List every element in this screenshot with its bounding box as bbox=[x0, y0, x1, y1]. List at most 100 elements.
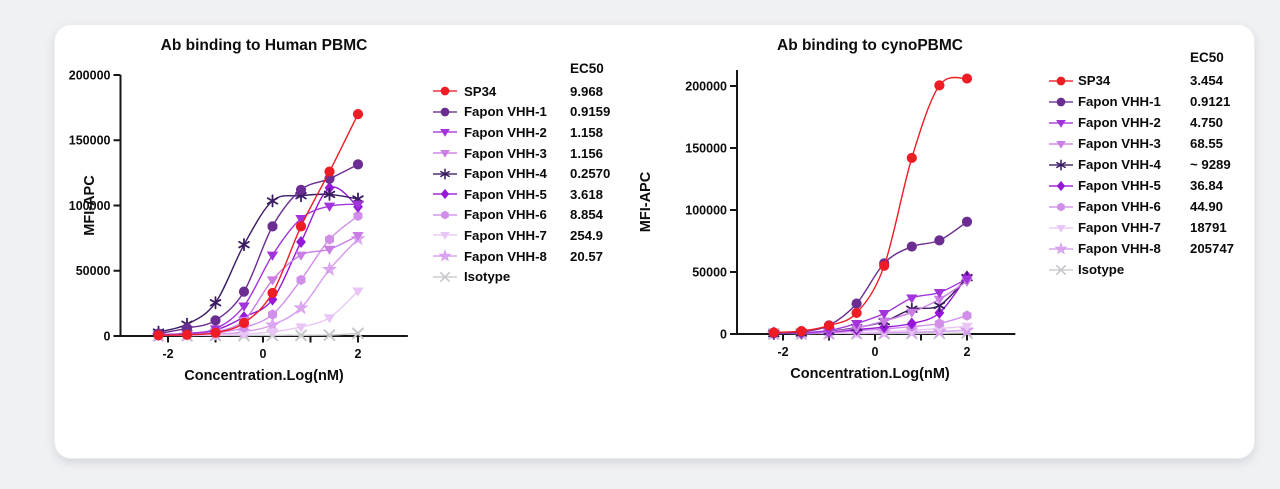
legend-item: Fapon VHH-8 20.57 bbox=[430, 246, 610, 267]
marker-star bbox=[265, 317, 280, 332]
y-tick-label: 200000 bbox=[69, 68, 111, 82]
legend-marker-diamond-icon bbox=[433, 189, 457, 200]
marker-circle bbox=[238, 317, 250, 329]
legend-item: Fapon VHH-1 0.9159 bbox=[430, 102, 610, 123]
marker-diamond bbox=[934, 306, 945, 319]
marker-circle bbox=[879, 260, 890, 271]
legend-ec50-header: EC50 bbox=[570, 61, 604, 76]
legend-ec50-value: 68.55 bbox=[1190, 136, 1224, 151]
legend-item: Fapon VHH-3 68.55 bbox=[1046, 133, 1234, 154]
legend-marker-hexagon-icon bbox=[1049, 202, 1073, 211]
marker-triangle-down bbox=[238, 302, 250, 312]
legend-series-name: Fapon VHH-1 bbox=[464, 104, 547, 120]
marker-circle bbox=[238, 286, 250, 297]
legend-marker-asterisk-icon bbox=[433, 168, 457, 180]
marker-diamond bbox=[440, 189, 450, 200]
legend-series-name: Fapon VHH-2 bbox=[464, 124, 547, 140]
marker-star bbox=[438, 249, 452, 262]
x-tick-label: -2 bbox=[162, 347, 173, 361]
marker-circle bbox=[440, 107, 450, 117]
marker-hexagon bbox=[325, 234, 334, 245]
chart-cyno-pbmc: Ab binding to cynoPBMC MFI-APC Concentrati… bbox=[630, 28, 1070, 405]
marker-circle bbox=[210, 315, 221, 326]
marker-triangle-down bbox=[238, 330, 250, 340]
legend-item: Fapon VHH-8 205747 bbox=[1046, 238, 1234, 259]
y-tick-label: 50000 bbox=[76, 264, 111, 278]
marker-triangle-down bbox=[323, 202, 336, 212]
legend-series-name: Isotype bbox=[464, 269, 511, 285]
marker-triangle-down bbox=[323, 314, 336, 324]
human-pbmc-legend: EC50 SP34 9.968 Fapon VHH-1 0.9159 Fapon VHH… bbox=[430, 59, 610, 287]
legend-item: Fapon VHH-7 254.9 bbox=[430, 225, 610, 246]
marker-triangle-down bbox=[440, 129, 450, 138]
marker-triangle-down bbox=[323, 245, 336, 255]
legend-series-name: SP34 bbox=[464, 83, 497, 99]
y-axis-label: MFI-APC bbox=[82, 175, 98, 236]
legend-marker-circle-icon bbox=[433, 107, 457, 117]
marker-circle bbox=[1056, 97, 1066, 106]
series-points-sp34 bbox=[768, 73, 973, 338]
legend-ec50-value: 8.854 bbox=[570, 207, 604, 223]
marker-triangle-down bbox=[266, 276, 279, 286]
marker-triangle-down bbox=[850, 319, 863, 330]
marker-circle bbox=[267, 287, 278, 299]
marker-star bbox=[293, 300, 309, 315]
y-tick-label: 150000 bbox=[69, 134, 111, 148]
legend-item: Fapon VHH-4 0.2570 bbox=[430, 163, 610, 184]
marker-star bbox=[322, 261, 337, 276]
legend-rows: SP34 9.968 Fapon VHH-1 0.9159 Fapon VHH-2 1.1… bbox=[430, 81, 610, 287]
legend-item: Fapon VHH-2 1.158 bbox=[430, 122, 610, 143]
marker-circle bbox=[267, 221, 278, 232]
marker-circle bbox=[295, 184, 307, 195]
y-tick-label: 50000 bbox=[692, 265, 727, 279]
marker-asterisk bbox=[440, 168, 450, 180]
marker-x bbox=[439, 271, 451, 282]
legend-ec50-value: 44.90 bbox=[1190, 199, 1224, 214]
series-points-fapon-vhh-6 bbox=[154, 210, 363, 341]
marker-triangle-down bbox=[1056, 140, 1066, 149]
marker-x bbox=[352, 327, 364, 340]
legend-ec50-value: ~ 9289 bbox=[1190, 157, 1231, 172]
x-tick-label: 2 bbox=[964, 345, 971, 359]
legend-item: Fapon VHH-2 4.750 bbox=[1046, 112, 1234, 133]
legend-series-name: Fapon VHH-7 bbox=[1078, 220, 1161, 235]
marker-triangle-down bbox=[295, 215, 307, 225]
legend-ec50-value: 1.156 bbox=[570, 145, 604, 161]
marker-circle bbox=[440, 86, 450, 96]
legend-marker-triangle-down-icon bbox=[1049, 140, 1073, 149]
marker-hexagon bbox=[934, 318, 944, 329]
marker-circle bbox=[906, 241, 917, 252]
legend-series-name: Fapon VHH-3 bbox=[1078, 136, 1161, 151]
marker-asterisk bbox=[209, 296, 222, 310]
legend-series-name: SP34 bbox=[1078, 73, 1111, 88]
marker-circle bbox=[961, 73, 973, 84]
legend-item: Fapon VHH-1 0.9121 bbox=[1046, 91, 1234, 112]
marker-circle bbox=[181, 329, 193, 340]
legend-item: SP34 9.968 bbox=[430, 81, 610, 102]
marker-star bbox=[1054, 241, 1068, 255]
marker-circle bbox=[851, 298, 862, 309]
y-tick-label: 150000 bbox=[685, 141, 727, 155]
marker-triangle-down bbox=[266, 328, 279, 338]
legend-item: Fapon VHH-6 8.854 bbox=[430, 205, 610, 226]
marker-circle bbox=[851, 307, 862, 319]
legend-series-name: Fapon VHH-6 bbox=[1078, 199, 1161, 214]
marker-triangle-down bbox=[440, 232, 450, 241]
marker-asterisk bbox=[266, 194, 279, 208]
legend-series-name: Fapon VHH-4 bbox=[1078, 157, 1161, 172]
legend-marker-triangle-down-icon bbox=[433, 150, 457, 158]
figure-card: Ab binding to Human PBMC MFI-APC Concentra… bbox=[55, 25, 1254, 458]
marker-circle bbox=[961, 216, 973, 227]
y-tick-label: 100000 bbox=[685, 203, 727, 217]
marker-circle bbox=[1056, 76, 1066, 85]
marker-triangle-down bbox=[352, 200, 364, 210]
legend-marker-triangle-down-icon bbox=[433, 129, 457, 138]
legend-ec50-value: 0.2570 bbox=[570, 166, 611, 182]
marker-triangle-down bbox=[352, 287, 364, 297]
legend-marker-triangle-down-icon bbox=[1049, 119, 1073, 128]
human-pbmc-plot-canvas: Ab binding to Human PBMC MFI-APC Concentra… bbox=[69, 37, 408, 384]
marker-circle bbox=[796, 326, 807, 337]
marker-asterisk bbox=[323, 187, 336, 201]
marker-triangle-down bbox=[295, 251, 307, 261]
marker-triangle-down bbox=[266, 251, 279, 261]
